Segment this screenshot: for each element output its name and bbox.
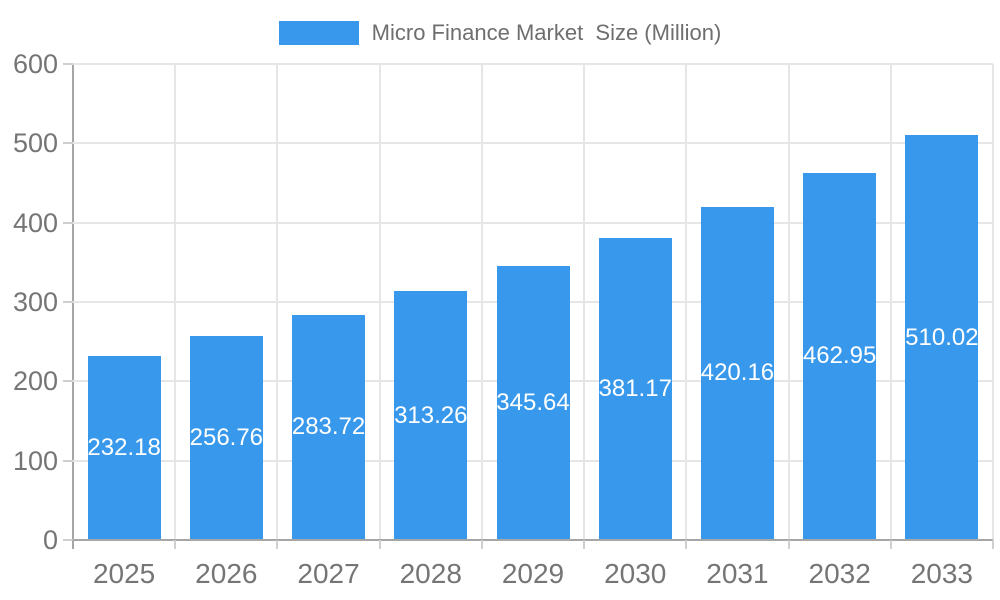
x-axis-line (73, 539, 993, 541)
bar-2025[interactable] (87, 355, 161, 540)
bar-value-label: 420.16 (700, 359, 775, 387)
y-axis-labels: 0 100 200 300 400 500 600 (0, 0, 58, 600)
x-axis-tick-mark (583, 540, 586, 549)
x-axis-tick-mark (787, 540, 790, 549)
x-axis-tick-label: 2031 (706, 558, 769, 589)
x-gridline (378, 64, 381, 540)
x-axis-tick-label: 2027 (297, 558, 360, 589)
y-axis-tick-mark (63, 221, 73, 224)
bar-2033[interactable] (905, 135, 979, 540)
x-axis-tick-mark (72, 540, 74, 549)
bar-2026[interactable] (189, 336, 263, 540)
y-axis-tick-label: 400 (12, 207, 58, 238)
y-gridline (73, 142, 993, 145)
y-axis-tick-label: 0 (42, 525, 58, 555)
y-axis-tick-label: 600 (12, 49, 58, 79)
y-axis-tick-mark (63, 380, 73, 383)
y-axis-tick-mark (63, 459, 73, 462)
legend-series-label: Micro Finance Market Size (Million) (371, 20, 722, 45)
x-gridline (685, 64, 688, 540)
x-axis-tick-mark (992, 540, 994, 549)
x-axis-tick-label: 2025 (92, 558, 156, 589)
y-axis-tick-mark (63, 539, 73, 541)
y-axis-line (72, 64, 74, 549)
y-axis-tick-mark (63, 301, 73, 303)
bar-value-label: 313.26 (394, 401, 468, 429)
x-axis-tick-label: 2029 (501, 558, 565, 589)
x-gridline (787, 64, 790, 540)
x-axis-tick-mark (174, 540, 177, 549)
x-axis-tick-mark (276, 540, 279, 549)
x-axis-tick-mark (378, 540, 381, 549)
y-axis-tick-mark (63, 63, 73, 65)
plot-area: 232.18 256.76 283.72 313.26 345.64 381.17 420.… (73, 63, 994, 540)
bar-value-label: 232.18 (87, 433, 161, 461)
y-axis-tick-label: 300 (12, 287, 58, 317)
bar-2029[interactable] (496, 265, 570, 540)
y-gridline (73, 221, 993, 224)
legend-swatch-icon (278, 21, 359, 45)
bar-value-label: 345.64 (496, 388, 570, 416)
y-axis-tick-label: 200 (12, 366, 58, 397)
chart-legend: Micro Finance Market Size (Million) (0, 15, 1000, 51)
bar-2031[interactable] (700, 206, 774, 540)
bar-2027[interactable] (292, 314, 366, 540)
bar-2028[interactable] (394, 291, 468, 540)
x-axis-labels: 2025 2026 2027 2028 2029 2030 2031 2032 2033 (0, 556, 1000, 594)
x-axis-tick-label: 2028 (399, 558, 462, 589)
bar-value-label: 462.95 (802, 342, 877, 370)
bar-value-label: 510.02 (905, 323, 979, 351)
x-gridline (583, 64, 586, 540)
bar-value-label: 381.17 (598, 374, 672, 402)
x-gridline (276, 64, 279, 540)
y-axis-tick-mark (63, 142, 73, 145)
x-axis-tick-mark (889, 540, 892, 549)
y-axis-tick-label: 100 (12, 445, 58, 476)
x-gridline (480, 64, 483, 540)
y-gridline (73, 63, 993, 65)
x-axis-tick-label: 2032 (808, 558, 871, 589)
x-gridline (174, 64, 177, 540)
x-axis-tick-mark (685, 540, 688, 549)
x-axis-tick-label: 2033 (910, 558, 974, 589)
bar-value-label: 283.72 (291, 413, 366, 441)
x-gridline (889, 64, 892, 540)
x-gridline (992, 64, 994, 540)
x-axis-tick-mark (480, 540, 483, 549)
y-axis-tick-label: 500 (12, 128, 58, 159)
bar-value-label: 256.76 (189, 424, 264, 452)
x-axis-tick-label: 2026 (195, 558, 258, 589)
x-axis-tick-label: 2030 (604, 558, 667, 589)
bar-2032[interactable] (803, 172, 877, 540)
bar-2030[interactable] (598, 237, 672, 540)
